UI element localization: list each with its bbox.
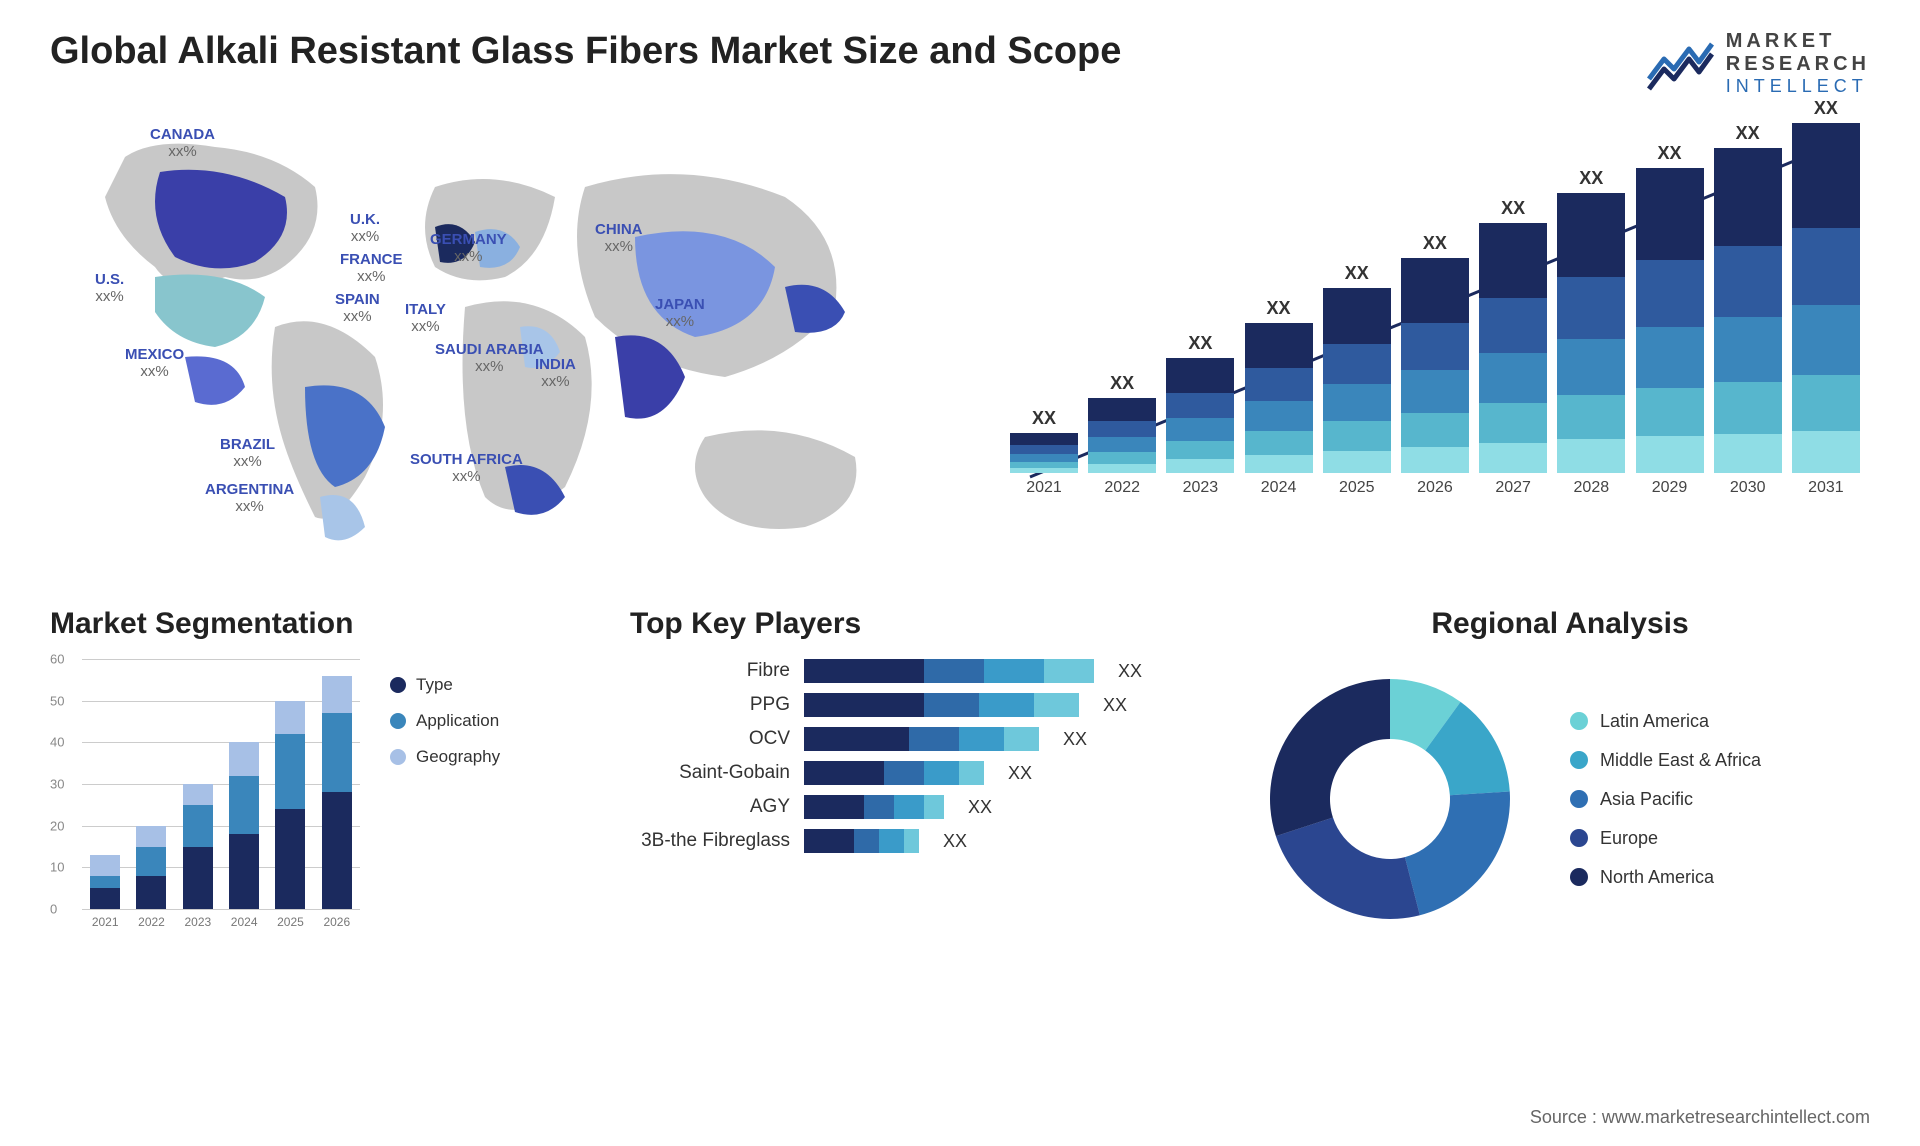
regional-legend-north-america: North America bbox=[1570, 867, 1761, 888]
growth-bar-2026: XX2026 bbox=[1401, 233, 1469, 497]
player-row-ocv: OCVXX bbox=[630, 727, 1190, 751]
map-label-germany: GERMANYxx% bbox=[430, 232, 507, 265]
map-label-argentina: ARGENTINAxx% bbox=[205, 482, 294, 515]
regional-panel: Regional Analysis Latin America Middle Ea… bbox=[1250, 607, 1870, 939]
player-row-agy: AGYXX bbox=[630, 795, 1190, 819]
map-label-u-s-: U.S.xx% bbox=[95, 272, 124, 305]
seg-legend-application: Application bbox=[390, 711, 500, 731]
segmentation-title: Market Segmentation bbox=[50, 607, 570, 641]
logo-line1: MARKET bbox=[1726, 30, 1870, 53]
seg-legend-geography: Geography bbox=[390, 747, 500, 767]
logo-line2: RESEARCH bbox=[1726, 53, 1870, 76]
regional-legend: Latin America Middle East & Africa Asia Pa… bbox=[1570, 693, 1761, 906]
map-label-u-k-: U.K.xx% bbox=[350, 212, 380, 245]
source-text: Source : www.marketresearchintellect.com bbox=[1530, 1107, 1870, 1128]
player-row-saint-gobain: Saint-GobainXX bbox=[630, 761, 1190, 785]
map-label-china: CHINAxx% bbox=[595, 222, 643, 255]
growth-bar-2031: XX2031 bbox=[1792, 98, 1860, 497]
regional-donut bbox=[1250, 659, 1530, 939]
page-title: Global Alkali Resistant Glass Fibers Mar… bbox=[50, 30, 1121, 73]
map-label-brazil: BRAZILxx% bbox=[220, 437, 275, 470]
players-title: Top Key Players bbox=[630, 607, 1190, 641]
segmentation-legend: Type Application Geography bbox=[390, 659, 500, 929]
growth-bar-2025: XX2025 bbox=[1323, 263, 1391, 497]
map-label-mexico: MEXICOxx% bbox=[125, 347, 184, 380]
regional-title: Regional Analysis bbox=[1250, 607, 1870, 641]
seg-bar-2026 bbox=[322, 676, 352, 909]
player-row-fibre: FibreXX bbox=[630, 659, 1190, 683]
seg-legend-type: Type bbox=[390, 675, 500, 695]
growth-bar-2027: XX2027 bbox=[1479, 198, 1547, 497]
map-label-japan: JAPANxx% bbox=[655, 297, 705, 330]
players-panel: Top Key Players FibreXX PPGXX OCVXX Saint-G… bbox=[630, 607, 1190, 939]
growth-bar-2023: XX2023 bbox=[1166, 333, 1234, 497]
logo-wave-icon bbox=[1644, 34, 1714, 94]
map-label-south-africa: SOUTH AFRICAxx% bbox=[410, 452, 523, 485]
growth-bar-2022: XX2022 bbox=[1088, 373, 1156, 497]
seg-bar-2024 bbox=[229, 742, 259, 909]
world-map-panel: CANADAxx% U.S.xx% MEXICOxx% BRAZILxx% ARGENT… bbox=[50, 127, 960, 557]
brand-logo: MARKET RESEARCH INTELLECT bbox=[1644, 30, 1870, 97]
regional-legend-middle-east-africa: Middle East & Africa bbox=[1570, 750, 1761, 771]
player-row--b-the-fibreglass: 3B-the FibreglassXX bbox=[630, 829, 1190, 853]
regional-legend-asia-pacific: Asia Pacific bbox=[1570, 789, 1761, 810]
map-label-india: INDIAxx% bbox=[535, 357, 576, 390]
segmentation-panel: Market Segmentation 01020304050602021202… bbox=[50, 607, 570, 939]
seg-bar-2021 bbox=[90, 855, 120, 909]
growth-bar-2029: XX2029 bbox=[1636, 143, 1704, 497]
map-label-saudi-arabia: SAUDI ARABIAxx% bbox=[435, 342, 544, 375]
map-label-italy: ITALYxx% bbox=[405, 302, 446, 335]
logo-line3: INTELLECT bbox=[1726, 76, 1870, 97]
player-row-ppg: PPGXX bbox=[630, 693, 1190, 717]
growth-bar-2028: XX2028 bbox=[1557, 168, 1625, 497]
map-label-spain: SPAINxx% bbox=[335, 292, 380, 325]
growth-bar-2024: XX2024 bbox=[1245, 298, 1313, 497]
segmentation-chart: 0102030405060202120222023202420252026 bbox=[50, 659, 360, 929]
map-label-france: FRANCExx% bbox=[340, 252, 403, 285]
growth-bar-2030: XX2030 bbox=[1714, 123, 1782, 497]
seg-bar-2023 bbox=[183, 784, 213, 909]
growth-bar-2021: XX2021 bbox=[1010, 408, 1078, 497]
map-label-canada: CANADAxx% bbox=[150, 127, 215, 160]
seg-bar-2022 bbox=[136, 826, 166, 909]
donut-slice-asia-pacific bbox=[1405, 791, 1510, 915]
donut-slice-europe bbox=[1276, 818, 1420, 919]
seg-bar-2025 bbox=[275, 701, 305, 909]
regional-legend-latin-america: Latin America bbox=[1570, 711, 1761, 732]
growth-barchart-panel: XX2021XX2022XX2023XX2024XX2025XX2026XX20… bbox=[1000, 127, 1870, 557]
regional-legend-europe: Europe bbox=[1570, 828, 1761, 849]
donut-slice-north-america bbox=[1270, 679, 1390, 836]
